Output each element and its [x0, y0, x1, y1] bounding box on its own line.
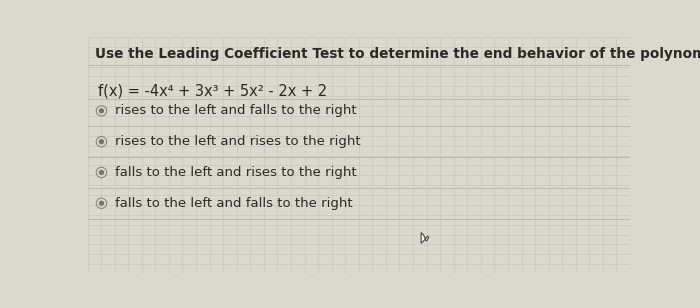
Circle shape	[99, 140, 104, 144]
Polygon shape	[421, 233, 429, 243]
Circle shape	[97, 107, 105, 115]
Circle shape	[97, 200, 105, 207]
Circle shape	[97, 168, 106, 177]
Circle shape	[99, 109, 104, 113]
Circle shape	[97, 138, 105, 145]
Circle shape	[99, 171, 104, 174]
Circle shape	[97, 106, 106, 116]
Text: falls to the left and rises to the right: falls to the left and rises to the right	[116, 166, 357, 179]
Circle shape	[97, 198, 106, 208]
Circle shape	[97, 168, 105, 176]
Circle shape	[99, 201, 104, 205]
Text: rises to the left and falls to the right: rises to the left and falls to the right	[116, 104, 357, 117]
Text: Use the Leading Coefficient Test to determine the end behavior of the polynomial: Use the Leading Coefficient Test to dete…	[95, 47, 700, 61]
Text: falls to the left and falls to the right: falls to the left and falls to the right	[116, 197, 353, 210]
Text: f(x) = -4x⁴ + 3x³ + 5x² - 2x + 2: f(x) = -4x⁴ + 3x³ + 5x² - 2x + 2	[98, 83, 328, 98]
Circle shape	[97, 137, 106, 147]
Text: rises to the left and rises to the right: rises to the left and rises to the right	[116, 135, 361, 148]
